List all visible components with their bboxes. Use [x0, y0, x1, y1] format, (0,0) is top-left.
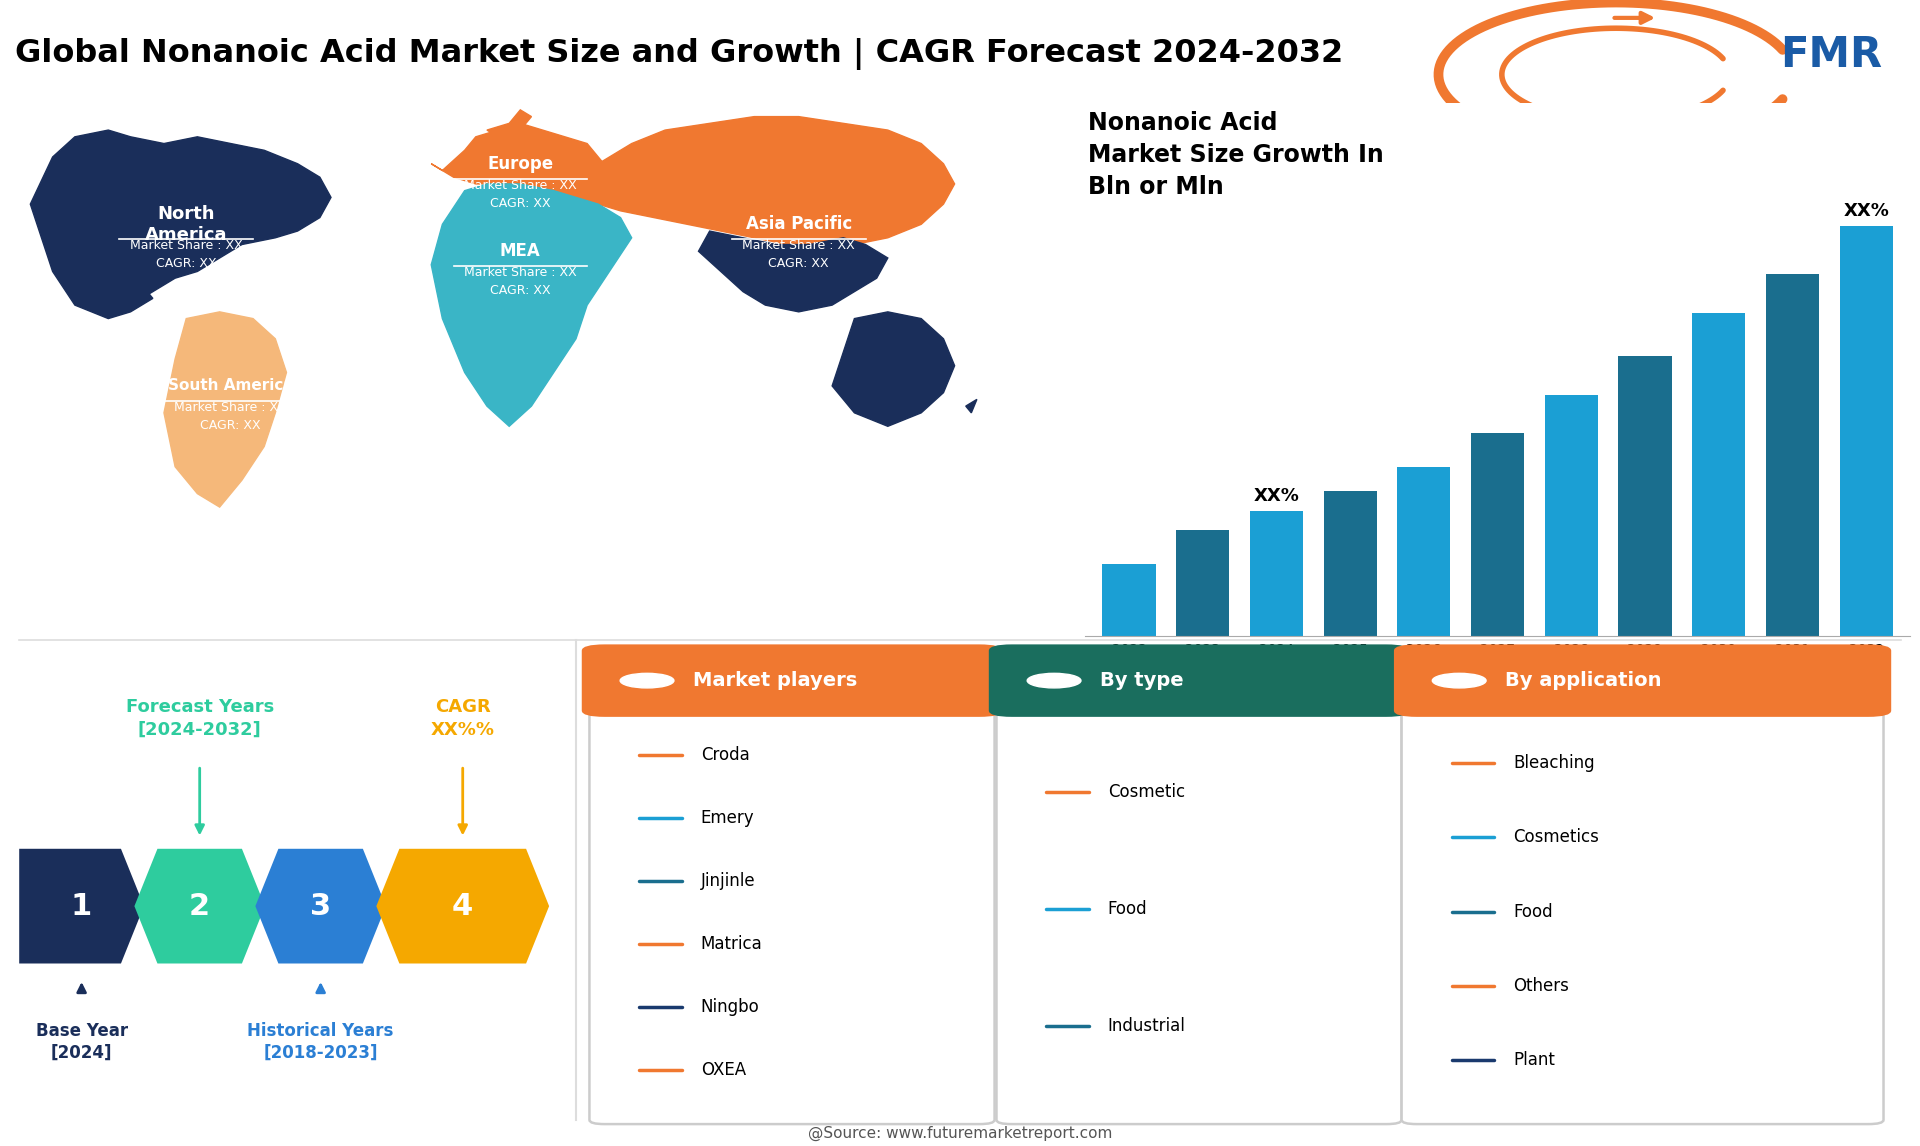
Text: XX%: XX%: [1254, 487, 1300, 505]
Polygon shape: [163, 312, 286, 507]
FancyBboxPatch shape: [582, 644, 1002, 717]
Text: Emery: Emery: [701, 809, 755, 826]
Text: Others: Others: [1513, 978, 1569, 995]
Polygon shape: [488, 110, 532, 136]
Polygon shape: [564, 117, 954, 251]
Bar: [1398, 468, 1450, 636]
Bar: [1692, 313, 1745, 636]
Text: 1: 1: [71, 892, 92, 920]
Text: 2: 2: [188, 892, 211, 920]
Polygon shape: [966, 400, 977, 413]
Text: Matrica: Matrica: [701, 935, 762, 952]
Text: OXEA: OXEA: [701, 1060, 747, 1078]
FancyBboxPatch shape: [1402, 706, 1884, 1124]
Text: By type: By type: [1100, 672, 1185, 690]
Bar: [1766, 274, 1818, 636]
Polygon shape: [831, 312, 954, 426]
Text: Market players: Market players: [693, 672, 858, 690]
Text: Market Share : XX
CAGR: XX: Market Share : XX CAGR: XX: [743, 240, 854, 270]
Text: CAGR
XX%%: CAGR XX%%: [430, 698, 495, 738]
Bar: [1471, 433, 1524, 636]
Text: Europe: Europe: [488, 155, 553, 173]
Text: 4: 4: [451, 892, 474, 920]
Polygon shape: [31, 131, 330, 319]
Polygon shape: [432, 185, 632, 426]
Text: Jinjinle: Jinjinle: [701, 872, 755, 889]
Bar: [1839, 226, 1893, 636]
Bar: [1177, 529, 1229, 636]
Text: Global Nonanoic Acid Market Size and Growth | CAGR Forecast 2024-2032: Global Nonanoic Acid Market Size and Gro…: [15, 38, 1344, 70]
Polygon shape: [19, 849, 144, 964]
Text: Market Share : XX
CAGR: XX: Market Share : XX CAGR: XX: [465, 266, 576, 297]
Text: Market Share : XX
CAGR: XX: Market Share : XX CAGR: XX: [465, 179, 576, 210]
Text: Plant: Plant: [1513, 1051, 1555, 1069]
Text: Ningbo: Ningbo: [701, 997, 760, 1015]
Bar: [1323, 492, 1377, 636]
Circle shape: [1432, 674, 1486, 688]
Polygon shape: [432, 124, 609, 204]
Polygon shape: [376, 849, 549, 964]
Text: Food: Food: [1108, 901, 1148, 918]
Text: Industrial: Industrial: [1108, 1018, 1187, 1035]
Bar: [1250, 511, 1304, 636]
Text: South America: South America: [167, 378, 294, 393]
FancyBboxPatch shape: [989, 644, 1409, 717]
Bar: [1546, 395, 1597, 636]
Text: 3: 3: [309, 892, 332, 920]
Polygon shape: [255, 849, 386, 964]
Circle shape: [1027, 674, 1081, 688]
Text: MEA: MEA: [499, 242, 541, 260]
Bar: [1102, 564, 1156, 636]
Text: XX%: XX%: [1843, 203, 1889, 220]
Text: FUTURE MARKET REPORT: FUTURE MARKET REPORT: [1780, 103, 1908, 112]
Text: Base Year
[2024]: Base Year [2024]: [36, 1021, 127, 1062]
Text: Forecast Years
[2024-2032]: Forecast Years [2024-2032]: [125, 698, 275, 738]
Text: Cosmetics: Cosmetics: [1513, 829, 1599, 846]
Text: By application: By application: [1505, 672, 1663, 690]
Text: Cosmetic: Cosmetic: [1108, 784, 1185, 801]
Text: Croda: Croda: [701, 746, 749, 763]
Circle shape: [620, 674, 674, 688]
FancyBboxPatch shape: [996, 706, 1402, 1124]
Text: Market Share : XX
CAGR: XX: Market Share : XX CAGR: XX: [175, 401, 288, 432]
Text: Nonanoic Acid
Market Size Growth In
Bln or Mln: Nonanoic Acid Market Size Growth In Bln …: [1089, 111, 1384, 198]
Text: @Source: www.futuremarketreport.com: @Source: www.futuremarketreport.com: [808, 1125, 1112, 1140]
Text: FMR: FMR: [1780, 34, 1884, 76]
FancyBboxPatch shape: [1394, 644, 1891, 717]
Polygon shape: [134, 849, 265, 964]
Bar: [1619, 356, 1672, 636]
Text: Market Share : XX
CAGR: XX: Market Share : XX CAGR: XX: [131, 240, 242, 270]
Text: Historical Years
[2018-2023]: Historical Years [2018-2023]: [248, 1021, 394, 1062]
Text: North
America: North America: [146, 205, 227, 244]
FancyBboxPatch shape: [589, 706, 995, 1124]
Text: Food: Food: [1513, 903, 1553, 920]
Polygon shape: [699, 231, 887, 312]
Text: Asia Pacific: Asia Pacific: [745, 215, 852, 234]
Text: Bleaching: Bleaching: [1513, 754, 1596, 771]
